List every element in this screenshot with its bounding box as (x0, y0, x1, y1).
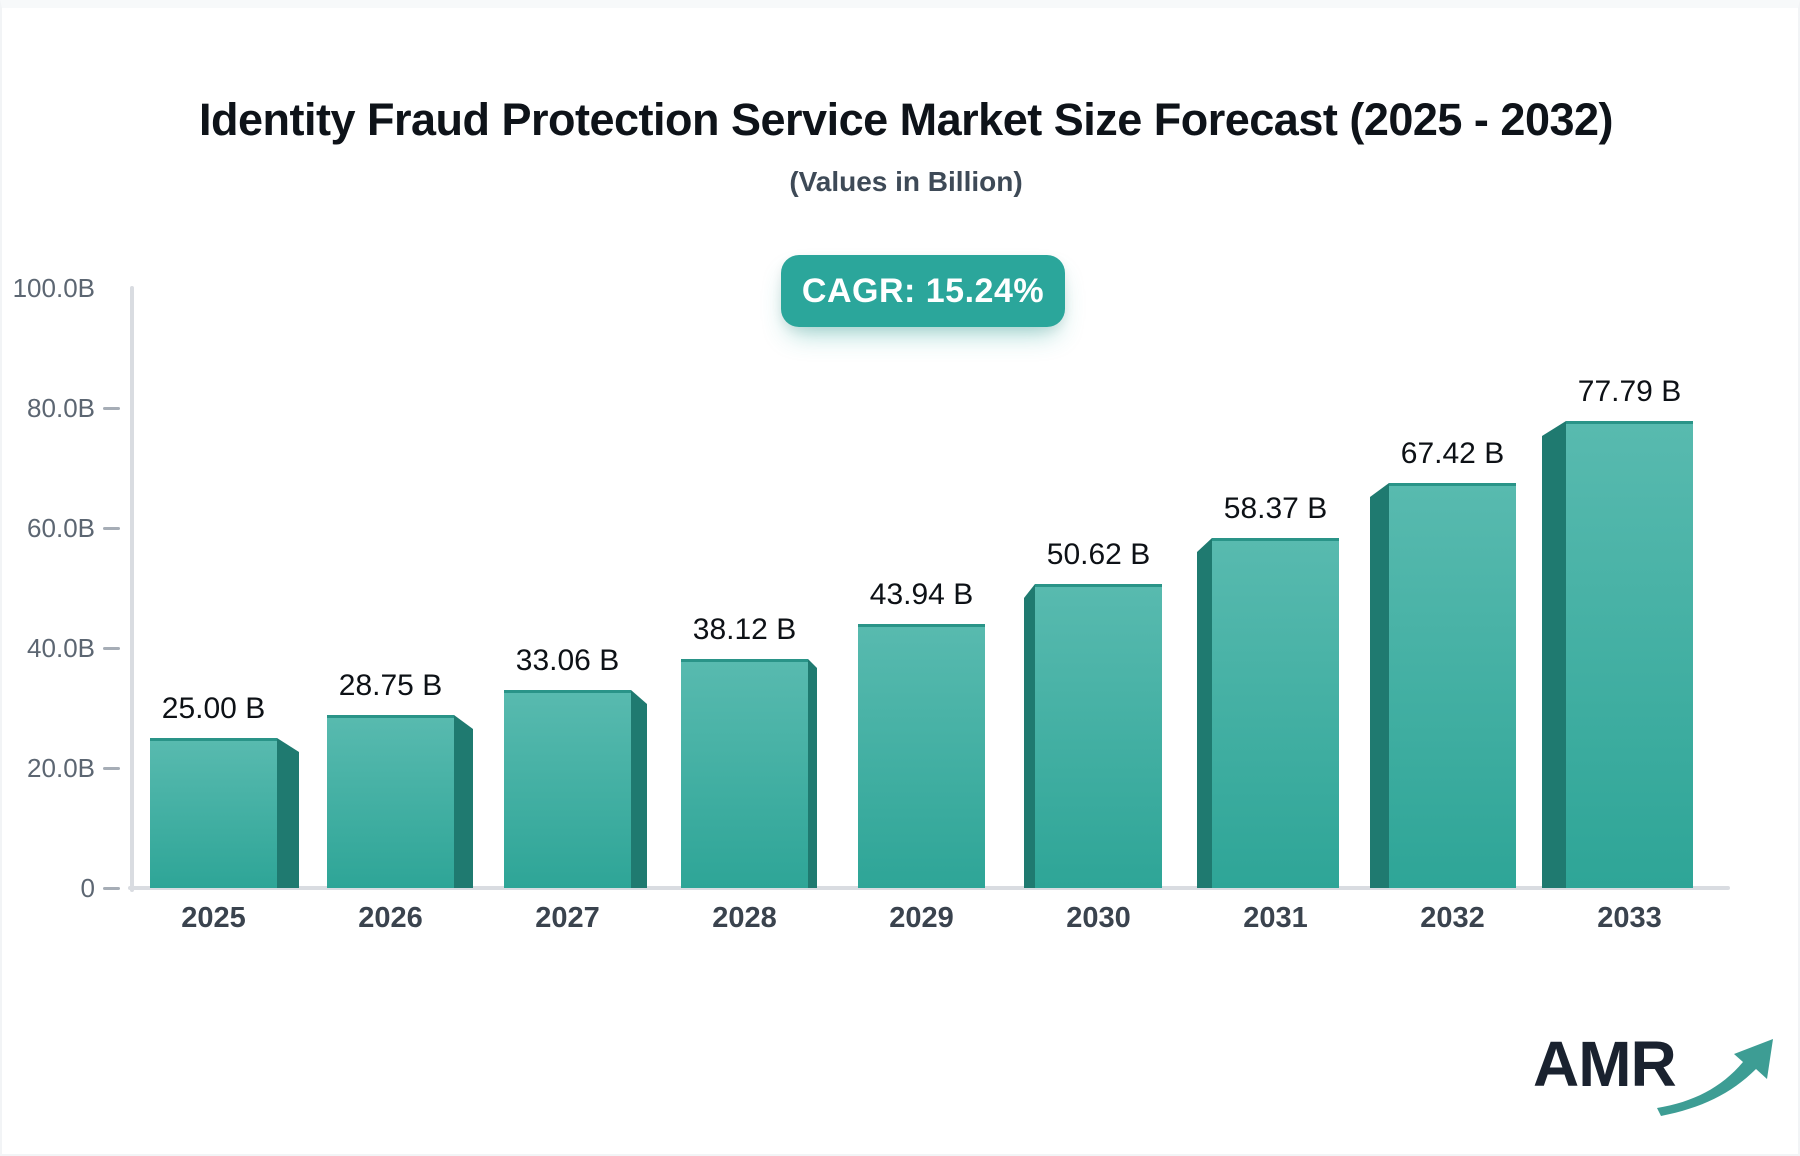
bar (1024, 584, 1162, 888)
bar-front-face (150, 738, 277, 888)
bar (150, 738, 299, 888)
bar-side-face (1197, 538, 1212, 888)
bar-front-face (1566, 421, 1693, 888)
x-axis-category-label: 2032 (1420, 902, 1485, 934)
y-axis-tick-mark (103, 646, 120, 650)
bar (504, 690, 647, 888)
cagr-badge-label: CAGR: 15.24% (801, 272, 1045, 310)
growth-arrow-icon (1657, 1039, 1773, 1116)
x-axis-category-label: 2026 (358, 902, 423, 934)
bar (681, 659, 817, 888)
cagr-badge: CAGR: 15.24% (781, 255, 1065, 327)
bar (1370, 483, 1516, 888)
bar-front-face (327, 715, 454, 888)
x-axis-category-label: 2027 (535, 902, 600, 934)
bar-side-face (277, 738, 299, 888)
amr-logo-text: AMR (1533, 1028, 1677, 1100)
bar-value-label: 43.94 B (869, 578, 974, 611)
bar-value-label: 33.06 B (515, 644, 620, 677)
bar (327, 715, 473, 888)
bar-value-label: 25.00 B (161, 692, 266, 725)
bar-value-label: 77.79 B (1577, 375, 1682, 408)
bar-side-face (808, 659, 817, 888)
bar-front-face (681, 659, 808, 888)
x-axis-category-label: 2029 (889, 902, 954, 934)
y-axis-tick-mark (103, 886, 120, 890)
x-axis-category-label: 2028 (712, 902, 777, 934)
bar-value-label: 28.75 B (338, 669, 443, 702)
y-axis-tick-mark (103, 766, 120, 770)
x-axis-category-label: 2033 (1597, 902, 1662, 934)
bar-side-face (454, 715, 473, 888)
bar-side-face (1370, 483, 1389, 888)
y-axis-line (130, 286, 134, 892)
y-axis-tick-label: 20.0B (27, 753, 95, 783)
y-axis-tick-mark (103, 526, 120, 530)
x-axis-line (128, 886, 1730, 890)
amr-logo: AMR (1533, 1028, 1773, 1122)
chart-title: Identity Fraud Protection Service Market… (198, 94, 1614, 145)
bar-front-face (504, 690, 631, 888)
y-axis-tick-label: 100.0B (12, 273, 95, 303)
y-axis-tick-label: 40.0B (27, 633, 95, 663)
bar (1542, 421, 1693, 888)
chart-subtitle: (Values in Billion) (789, 166, 1023, 197)
y-axis-tick-label: 80.0B (27, 393, 95, 423)
bar (858, 624, 985, 888)
y-axis-tick-mark (103, 406, 120, 410)
bar-value-label: 67.42 B (1400, 437, 1505, 470)
bar-side-face (631, 690, 647, 888)
x-axis-category-label: 2031 (1243, 902, 1308, 934)
bar (1197, 538, 1339, 888)
bar-side-face (1542, 421, 1566, 888)
bar-value-label: 58.37 B (1223, 492, 1328, 525)
bar-front-face (1212, 538, 1339, 888)
bar-front-face (1035, 584, 1162, 888)
x-axis-category-label: 2030 (1066, 902, 1131, 934)
y-axis-tick-label: 0 (80, 873, 95, 903)
y-axis-tick-label: 60.0B (27, 513, 95, 543)
bar-front-face (1389, 483, 1516, 888)
x-axis-category-label: 2025 (181, 902, 246, 934)
bar-front-face (858, 624, 985, 888)
bar-side-face (1024, 584, 1035, 888)
bar-value-label: 38.12 B (692, 613, 797, 646)
bar-value-label: 50.62 B (1046, 538, 1151, 571)
